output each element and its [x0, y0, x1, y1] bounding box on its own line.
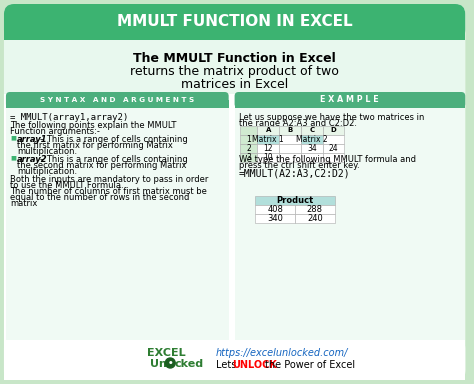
Text: press the ctrl shift enter key.: press the ctrl shift enter key.: [238, 161, 359, 170]
Bar: [295, 214, 335, 223]
Text: Unl: Unl: [150, 359, 171, 369]
Bar: [239, 153, 257, 162]
Text: the range A2:A3 and C2:D2.: the range A2:A3 and C2:D2.: [238, 119, 356, 128]
Bar: [6, 100, 228, 108]
FancyBboxPatch shape: [4, 340, 465, 380]
Text: the first matrix for performing Matrix: the first matrix for performing Matrix: [17, 141, 173, 150]
Bar: [6, 108, 228, 340]
Text: array1: array1: [17, 135, 47, 144]
Text: The number of columns of first matrix must be: The number of columns of first matrix mu…: [10, 187, 207, 196]
Text: E X A M P L E: E X A M P L E: [320, 96, 379, 104]
Text: array2: array2: [17, 155, 47, 164]
Text: https://excelunlocked.com/: https://excelunlocked.com/: [216, 348, 348, 358]
Text: S Y N T A X   A N D   A R G U M E N T S: S Y N T A X A N D A R G U M E N T S: [40, 97, 194, 103]
Text: cked: cked: [174, 359, 203, 369]
Bar: [255, 205, 295, 214]
Text: D: D: [331, 127, 337, 134]
Text: Both the inputs are mandatory to pass in order: Both the inputs are mandatory to pass in…: [10, 175, 208, 184]
Bar: [235, 100, 465, 108]
Text: MMULT FUNCTION IN EXCEL: MMULT FUNCTION IN EXCEL: [117, 15, 352, 30]
Text: = MMULT(array1,array2): = MMULT(array1,array2): [10, 113, 128, 122]
Bar: [323, 135, 345, 144]
Text: the Power of Excel: the Power of Excel: [265, 360, 356, 370]
Bar: [301, 144, 323, 153]
Text: equal to the number of rows in the second: equal to the number of rows in the secon…: [10, 193, 189, 202]
Text: UNLOCK: UNLOCK: [233, 360, 277, 370]
Bar: [301, 126, 323, 135]
Text: to use the MMULT Formula.: to use the MMULT Formula.: [10, 181, 124, 190]
Bar: [257, 153, 279, 162]
Text: Function arguments:-: Function arguments:-: [10, 127, 100, 136]
Bar: [239, 126, 257, 135]
Text: EXC: EXC: [146, 348, 171, 358]
Text: Let us suppose we have the two matrices in: Let us suppose we have the two matrices …: [238, 113, 424, 122]
Text: matrices in Excel: matrices in Excel: [181, 78, 288, 91]
Bar: [239, 135, 257, 144]
Text: Matrix 2: Matrix 2: [296, 135, 328, 144]
Bar: [239, 144, 257, 153]
Text: matrix: matrix: [10, 199, 37, 208]
Bar: [255, 196, 335, 205]
Text: B: B: [287, 127, 292, 134]
Text: 12: 12: [264, 144, 273, 153]
FancyBboxPatch shape: [4, 4, 465, 40]
Text: Product: Product: [276, 196, 314, 205]
Text: 3: 3: [246, 153, 251, 162]
Bar: [301, 135, 323, 144]
Text: multiplication.: multiplication.: [17, 147, 77, 156]
Text: 34: 34: [307, 144, 317, 153]
Text: – This is a range of cells containing: – This is a range of cells containing: [40, 155, 187, 164]
Bar: [323, 153, 345, 162]
Text: ■: ■: [11, 135, 17, 140]
Bar: [257, 135, 279, 144]
Bar: [295, 205, 335, 214]
Bar: [279, 135, 301, 144]
Text: A: A: [265, 127, 271, 134]
Text: multiplication.: multiplication.: [17, 167, 77, 176]
Text: The MMULT Function in Excel: The MMULT Function in Excel: [133, 53, 336, 66]
Text: – This is a range of cells containing: – This is a range of cells containing: [40, 135, 187, 144]
Text: 408: 408: [267, 205, 283, 214]
Bar: [257, 126, 279, 135]
Bar: [4, 340, 465, 380]
Text: Lets: Lets: [216, 360, 239, 370]
Bar: [4, 40, 465, 94]
Bar: [279, 144, 301, 153]
Text: 24: 24: [329, 144, 338, 153]
Bar: [301, 153, 323, 162]
Text: Matrix 1: Matrix 1: [253, 135, 284, 144]
Text: C: C: [309, 127, 314, 134]
Text: ■: ■: [11, 155, 17, 160]
Bar: [279, 153, 301, 162]
Text: 2: 2: [246, 144, 251, 153]
FancyBboxPatch shape: [6, 92, 228, 108]
Text: =MMULT(A2:A3,C2:D2): =MMULT(A2:A3,C2:D2): [238, 169, 350, 179]
Text: EL: EL: [171, 348, 186, 358]
Bar: [255, 214, 295, 223]
Bar: [279, 126, 301, 135]
Text: We type the following MMULT formula and: We type the following MMULT formula and: [238, 155, 416, 164]
Bar: [235, 108, 465, 340]
Text: 1: 1: [246, 135, 251, 144]
Text: returns the matrix product of two: returns the matrix product of two: [130, 66, 339, 78]
Text: the second matrix for performing Matrix: the second matrix for performing Matrix: [17, 161, 186, 170]
Text: The following points explain the MMULT: The following points explain the MMULT: [10, 121, 176, 130]
Text: ●: ●: [168, 361, 172, 365]
Text: 10: 10: [264, 153, 273, 162]
Text: 340: 340: [267, 214, 283, 223]
Text: 288: 288: [307, 205, 323, 214]
Bar: [4, 22, 465, 40]
Bar: [323, 126, 345, 135]
FancyBboxPatch shape: [4, 4, 465, 380]
Bar: [257, 144, 279, 153]
Text: 240: 240: [307, 214, 323, 223]
Bar: [323, 144, 345, 153]
Circle shape: [165, 358, 175, 368]
FancyBboxPatch shape: [235, 92, 465, 108]
